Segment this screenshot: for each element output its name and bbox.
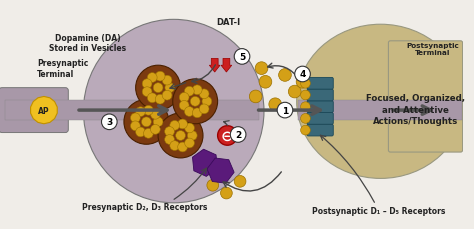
Circle shape [199, 104, 209, 114]
Circle shape [187, 131, 197, 141]
FancyArrow shape [221, 59, 232, 73]
Circle shape [184, 87, 194, 97]
Circle shape [165, 83, 175, 93]
Circle shape [153, 83, 163, 93]
Text: Postsynaptic
Terminal: Postsynaptic Terminal [406, 43, 459, 56]
Circle shape [136, 66, 181, 111]
Circle shape [288, 86, 301, 98]
Circle shape [207, 180, 219, 191]
Text: 1: 1 [282, 106, 288, 115]
Circle shape [220, 187, 232, 199]
Circle shape [130, 121, 140, 131]
FancyBboxPatch shape [388, 42, 463, 152]
Text: 2: 2 [235, 131, 241, 139]
Circle shape [202, 97, 212, 107]
Circle shape [178, 142, 187, 152]
Circle shape [301, 79, 310, 89]
Circle shape [136, 128, 146, 137]
Text: Presynaptic D₂, D₃ Receptors: Presynaptic D₂, D₃ Receptors [82, 202, 207, 211]
Circle shape [234, 176, 246, 187]
Circle shape [184, 107, 194, 117]
Circle shape [190, 97, 200, 107]
Circle shape [155, 95, 165, 105]
Text: Focused, Organized,
and Attentive
Actions/Thoughts: Focused, Organized, and Attentive Action… [366, 93, 465, 126]
Text: Dopamine (DA)
Stored in Vesicles: Dopamine (DA) Stored in Vesicles [49, 34, 127, 53]
Circle shape [279, 69, 292, 82]
Circle shape [259, 76, 272, 89]
Circle shape [147, 93, 157, 103]
Circle shape [162, 91, 172, 101]
Circle shape [269, 98, 282, 111]
Circle shape [164, 127, 174, 137]
Circle shape [218, 126, 237, 146]
Circle shape [295, 67, 310, 82]
Circle shape [301, 126, 310, 135]
Circle shape [158, 114, 203, 158]
Text: 5: 5 [239, 53, 245, 62]
FancyBboxPatch shape [5, 101, 259, 120]
Text: DAT-I: DAT-I [216, 18, 240, 27]
FancyBboxPatch shape [0, 88, 68, 133]
Circle shape [142, 79, 152, 89]
Circle shape [173, 79, 218, 124]
Circle shape [144, 129, 153, 139]
FancyArrow shape [210, 59, 220, 73]
Circle shape [153, 117, 163, 127]
Circle shape [301, 91, 310, 100]
Circle shape [296, 76, 309, 89]
Circle shape [170, 121, 180, 131]
Circle shape [301, 114, 310, 124]
Circle shape [301, 102, 310, 112]
Circle shape [101, 114, 117, 130]
Circle shape [185, 123, 194, 133]
Circle shape [199, 90, 209, 99]
Circle shape [136, 107, 146, 117]
Text: ⊖: ⊖ [221, 128, 234, 143]
Ellipse shape [297, 25, 465, 179]
Circle shape [234, 49, 250, 65]
FancyBboxPatch shape [307, 90, 333, 101]
Circle shape [142, 87, 152, 97]
Circle shape [185, 139, 194, 148]
Text: 4: 4 [300, 70, 306, 79]
Circle shape [192, 85, 202, 95]
Circle shape [150, 110, 160, 120]
Text: Presynaptic
Terminal: Presynaptic Terminal [37, 59, 89, 79]
FancyBboxPatch shape [307, 101, 333, 113]
Circle shape [192, 109, 202, 118]
Circle shape [164, 135, 174, 145]
Circle shape [277, 103, 293, 118]
Circle shape [230, 127, 246, 143]
Circle shape [179, 93, 189, 103]
FancyBboxPatch shape [307, 78, 333, 90]
Ellipse shape [83, 20, 264, 203]
Circle shape [155, 72, 165, 82]
Circle shape [147, 73, 157, 83]
Text: Postsynaptic D₁ – D₅ Receptors: Postsynaptic D₁ – D₅ Receptors [312, 206, 446, 215]
Circle shape [249, 91, 262, 103]
Circle shape [142, 117, 151, 127]
Circle shape [178, 120, 187, 129]
FancyBboxPatch shape [298, 101, 462, 120]
Circle shape [144, 106, 153, 116]
Text: AP: AP [38, 106, 50, 115]
FancyBboxPatch shape [307, 113, 333, 125]
Circle shape [170, 141, 180, 151]
Circle shape [162, 76, 172, 86]
Circle shape [176, 131, 185, 141]
Circle shape [124, 100, 169, 145]
Circle shape [150, 125, 160, 135]
Circle shape [255, 63, 268, 75]
Text: 3: 3 [106, 118, 112, 127]
FancyBboxPatch shape [307, 125, 333, 136]
Circle shape [179, 101, 189, 111]
Circle shape [130, 113, 140, 123]
